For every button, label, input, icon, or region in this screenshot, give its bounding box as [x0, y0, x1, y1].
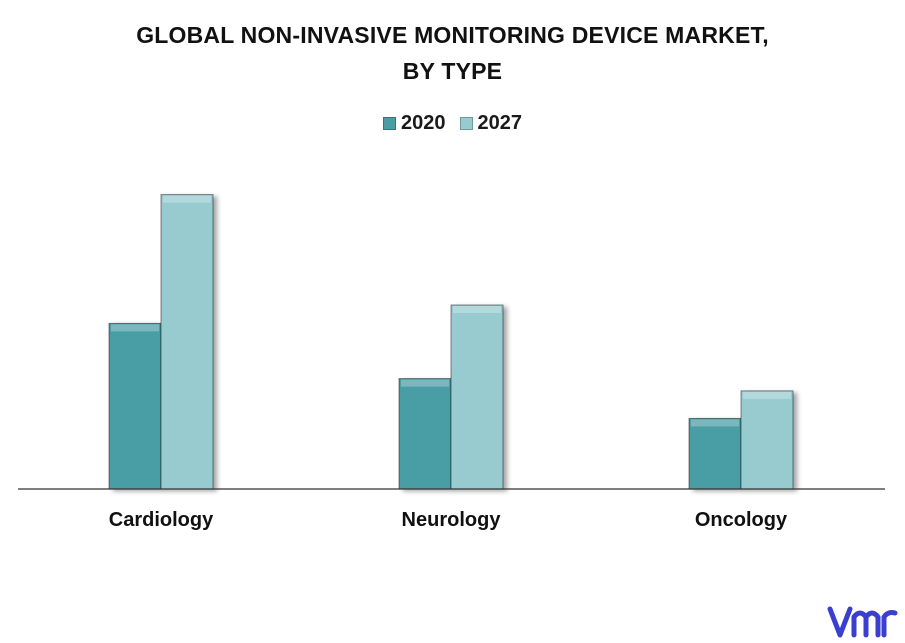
category-label-neurology: Neurology: [402, 509, 502, 531]
chart-title: GLOBAL NON-INVASIVE MONITORING DEVICE MA…: [136, 22, 769, 48]
bar-highlight-neurology-2027: [453, 306, 501, 313]
bar-highlight-neurology-2020: [401, 379, 449, 387]
bar-cardiology-2020: [108, 322, 162, 490]
bar-highlight-oncology-2027: [743, 391, 791, 399]
category-labels: Cardiology Neurology Oncology: [109, 509, 788, 531]
bars-group: [108, 194, 794, 490]
bar-highlight-cardiology-2027: [163, 195, 211, 203]
legend-label-2027: 2027: [477, 112, 523, 134]
legend-swatch-2020: [383, 117, 396, 130]
chart-title-line2: BY TYPE: [402, 58, 503, 84]
legend-label-2020: 2020: [401, 112, 446, 134]
legend-item-2020: 2020: [383, 112, 446, 135]
legend-swatch-2027: [459, 117, 473, 130]
vmr-logo: [827, 606, 898, 638]
bar-cardiology-2027: [160, 194, 214, 490]
bar-oncology-2020: [688, 417, 742, 490]
bar-oncology-2027: [740, 390, 794, 490]
category-label-cardiology: Cardiology: [109, 509, 214, 531]
bar-neurology-2020: [398, 378, 452, 490]
bar-highlight-oncology-2020: [691, 419, 739, 427]
legend-item-2027: 2027: [459, 112, 523, 135]
chart-legend: 2020 2027: [0, 112, 905, 135]
bar-neurology-2027: [450, 304, 504, 490]
bar-highlight-cardiology-2020: [111, 324, 159, 332]
category-label-oncology: Oncology: [695, 509, 788, 531]
